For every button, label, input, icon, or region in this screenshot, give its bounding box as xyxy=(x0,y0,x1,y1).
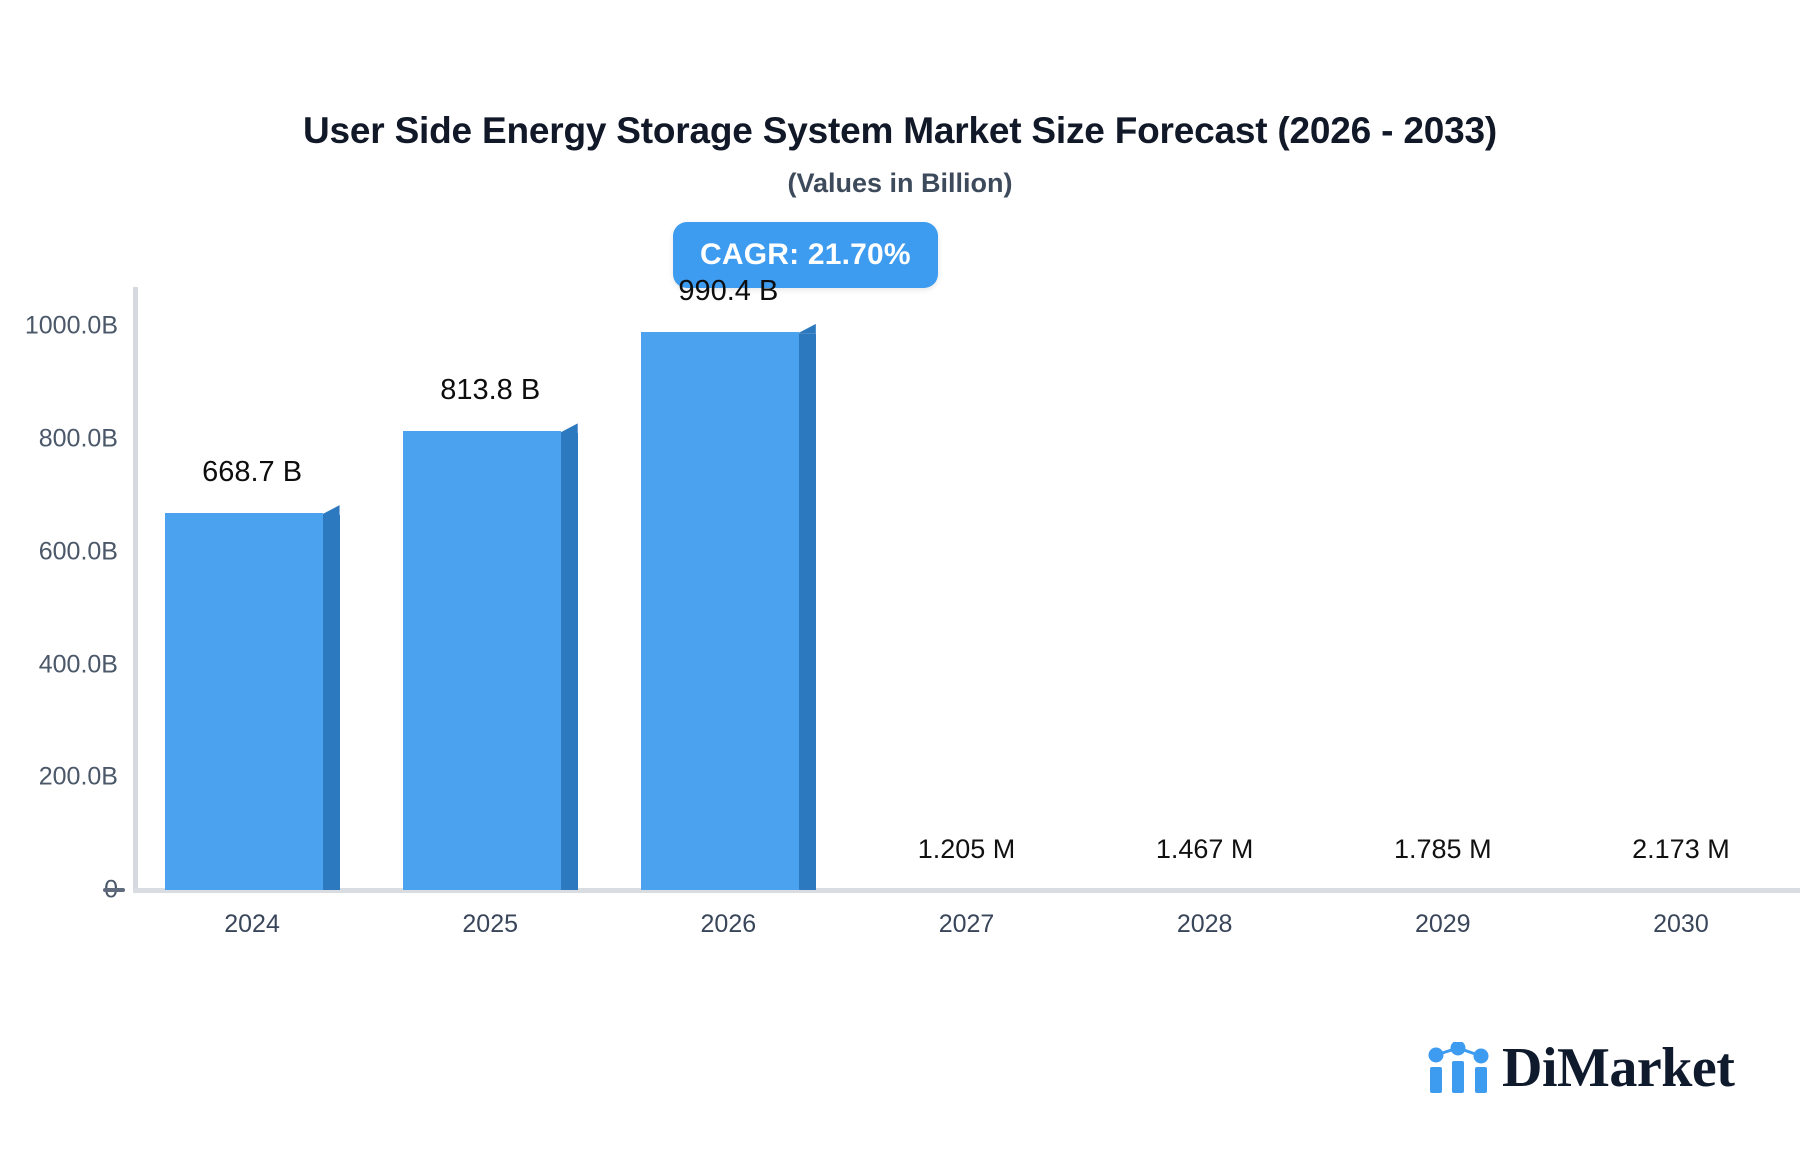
x-axis-label-2025: 2025 xyxy=(462,910,519,938)
bar-side-face xyxy=(798,333,816,890)
bar-top-face xyxy=(558,423,578,434)
x-axis-label-2027: 2027 xyxy=(938,910,995,938)
brand-logo-text: DiMarket xyxy=(1502,1037,1735,1099)
bar-value-label: 2.173 M xyxy=(1632,834,1730,864)
bar-value-label: 1.467 M xyxy=(1155,834,1254,864)
bar-2025[interactable] xyxy=(402,431,561,890)
bar-value-label: 1.785 M xyxy=(1394,834,1492,864)
y-axis-tick-label: 0 xyxy=(0,876,118,905)
x-axis-line xyxy=(133,888,1800,893)
cagr-badge-label: CAGR: 21.70% xyxy=(700,238,911,271)
bar-top-face xyxy=(796,323,816,334)
bar-side-face xyxy=(560,433,578,890)
bar-chart-logo-icon xyxy=(1428,1042,1489,1093)
brand-logo: DiMarket xyxy=(1428,1037,1735,1099)
x-axis-label-2030: 2030 xyxy=(1653,910,1709,938)
page-title: User Side Energy Storage System Market S… xyxy=(303,110,1497,151)
bar-2024[interactable] xyxy=(164,513,323,890)
bar-2026[interactable] xyxy=(640,331,799,890)
x-axis-label-2029: 2029 xyxy=(1414,910,1471,938)
bar-side-face xyxy=(322,515,340,890)
bar-value-label: 1.205 M xyxy=(917,834,1016,864)
y-axis-tick-label: 1000.0B xyxy=(24,311,118,340)
y-axis-tick-label: 400.0B xyxy=(38,650,118,679)
bar-value-label: 990.4 B xyxy=(678,274,779,307)
plot-area xyxy=(133,287,1800,890)
cagr-badge: CAGR: 21.70% xyxy=(673,222,938,288)
bar-top-face xyxy=(320,505,340,516)
x-axis-label-2024: 2024 xyxy=(224,910,280,938)
chart-subtitle: (Values in Billion) xyxy=(787,168,1013,198)
y-axis-line xyxy=(133,287,138,890)
x-axis-label-2026: 2026 xyxy=(700,910,757,938)
y-axis-tick-label: 800.0B xyxy=(38,424,118,453)
y-axis-tick-label: 200.0B xyxy=(38,762,118,791)
y-axis-tick-labels: 1000.0B 800.0B 600.0B 400.0B 200.0B 0 xyxy=(0,0,118,1156)
y-axis-tick-label: 600.0B xyxy=(38,537,118,566)
bar-value-label: 668.7 B xyxy=(202,456,303,489)
y-axis-zero-tick xyxy=(103,888,125,892)
bar-value-label: 813.8 B xyxy=(440,374,541,407)
x-axis-label-2028: 2028 xyxy=(1176,910,1233,938)
